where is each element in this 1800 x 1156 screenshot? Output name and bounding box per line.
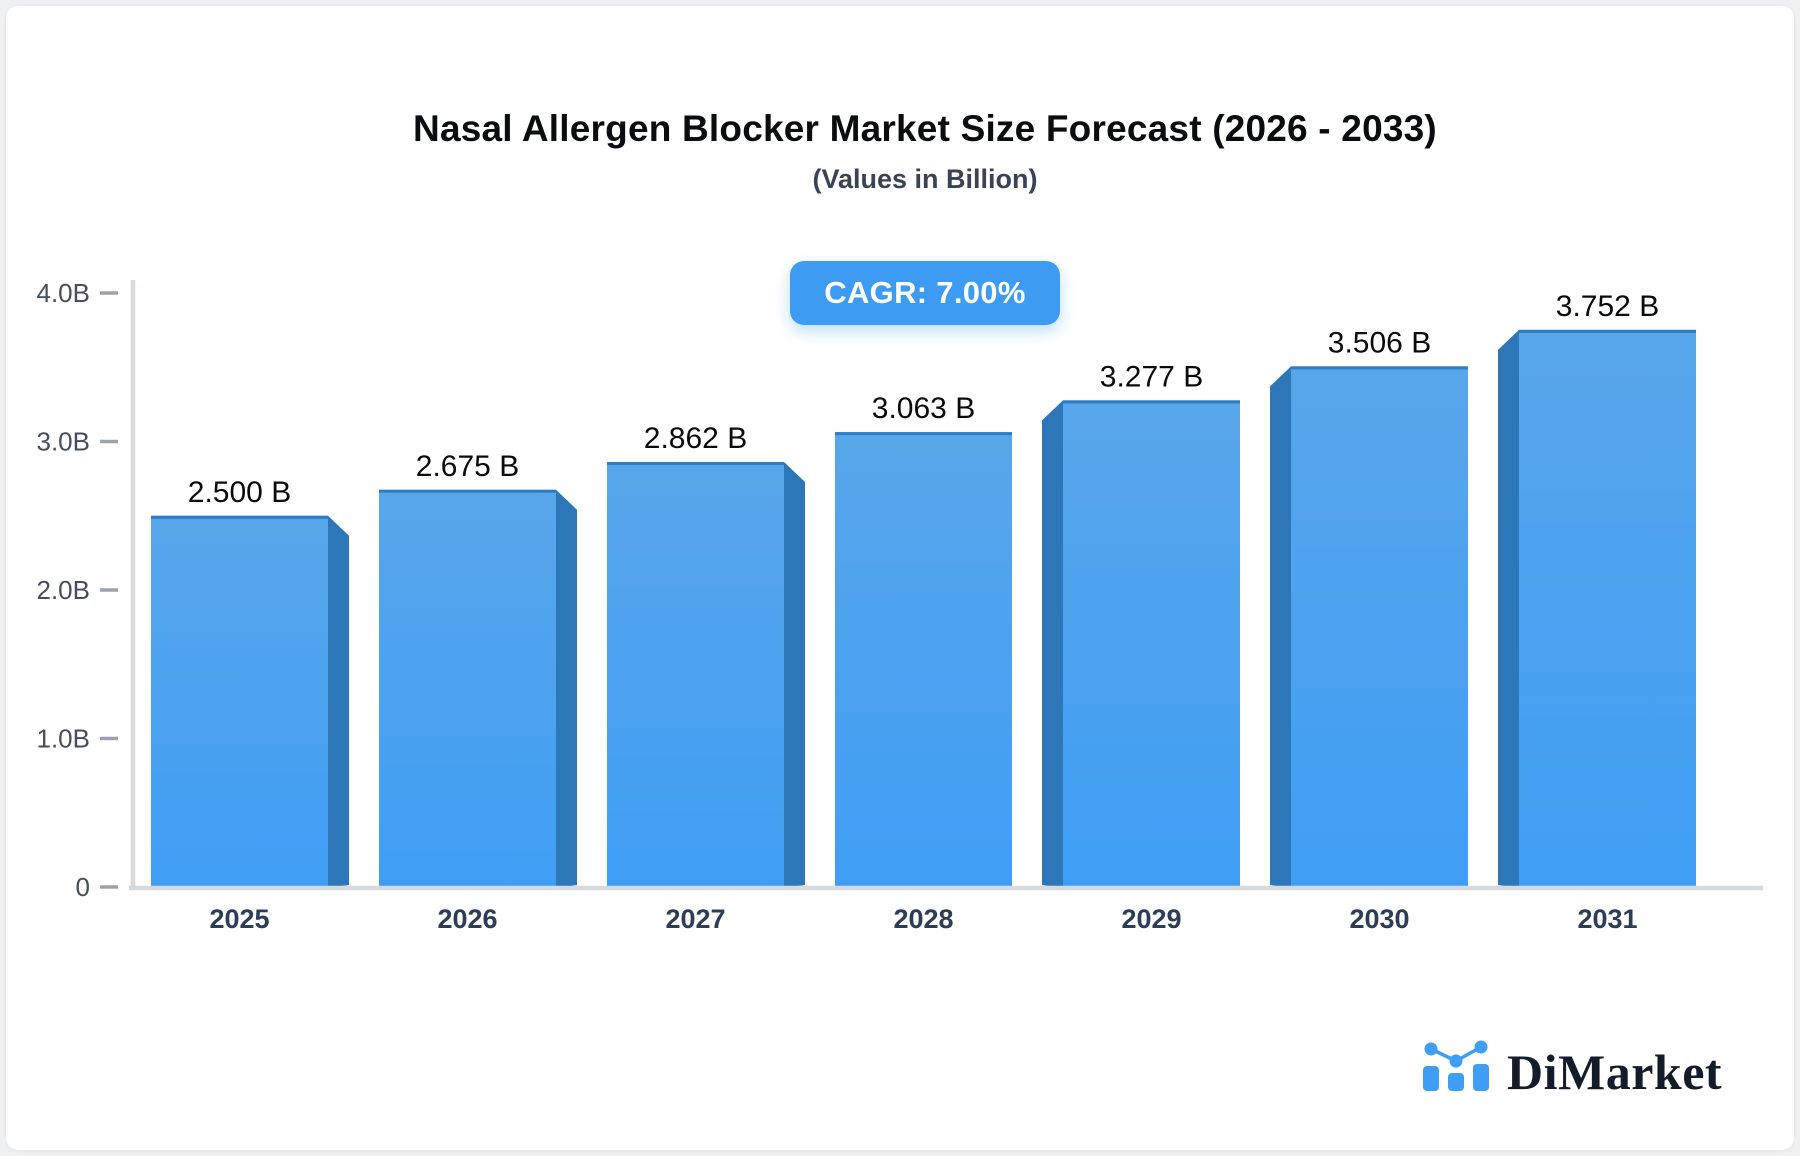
- bar-value-label: 2.500 B: [188, 476, 291, 509]
- y-tick-label: 3.0B: [37, 427, 91, 457]
- bar-value-label: 3.277 B: [1100, 360, 1203, 393]
- y-tick-label: 2.0B: [37, 575, 91, 605]
- bar-value-label: 2.675 B: [416, 450, 519, 483]
- bar-2030[interactable]: [1291, 366, 1468, 888]
- chart-header: Nasal Allergen Blocker Market Size Forec…: [50, 108, 1800, 195]
- bar-line-chart-icon: [1423, 1040, 1489, 1091]
- y-tick-label: 0: [76, 872, 90, 902]
- bar-side-face: [784, 461, 805, 888]
- x-tick-label: 2030: [1349, 904, 1409, 934]
- bar-value-label: 2.862 B: [644, 422, 747, 455]
- bar-2027[interactable]: [607, 461, 784, 888]
- brand-logo[interactable]: DiMarket: [1421, 1040, 1722, 1098]
- bar-value-label: 3.752 B: [1556, 290, 1659, 323]
- x-tick-label: 2028: [893, 904, 953, 934]
- x-tick-label: 2031: [1577, 904, 1637, 934]
- bar-side-face: [1270, 366, 1291, 888]
- bar-2026[interactable]: [379, 489, 556, 888]
- bar-2028[interactable]: [835, 432, 1012, 888]
- brand-name: DiMarket: [1507, 1044, 1723, 1100]
- bar-side-face: [556, 489, 577, 888]
- x-tick-label: 2026: [437, 904, 497, 934]
- x-tick-label: 2027: [665, 904, 725, 934]
- bar-2031[interactable]: [1519, 329, 1696, 888]
- bar-side-face: [328, 515, 349, 888]
- x-tick-label: 2025: [209, 904, 269, 934]
- y-tick-label: 1.0B: [37, 724, 91, 754]
- bar-side-face: [1042, 400, 1063, 888]
- x-tick-label: 2029: [1121, 904, 1181, 934]
- chart-subtitle: (Values in Billion): [812, 164, 1038, 194]
- bar-value-label: 3.063 B: [872, 392, 975, 425]
- bar-2029[interactable]: [1063, 400, 1240, 888]
- cagr-badge: CAGR: 7.00%: [790, 261, 1060, 325]
- y-tick-label: 4.0B: [37, 278, 91, 308]
- bar-side-face: [1498, 329, 1519, 888]
- bar-2025[interactable]: [151, 515, 328, 888]
- chart-title: Nasal Allergen Blocker Market Size Forec…: [413, 108, 1437, 149]
- bar-value-label: 3.506 B: [1328, 326, 1431, 359]
- cagr-badge-label: CAGR: 7.00%: [824, 275, 1026, 310]
